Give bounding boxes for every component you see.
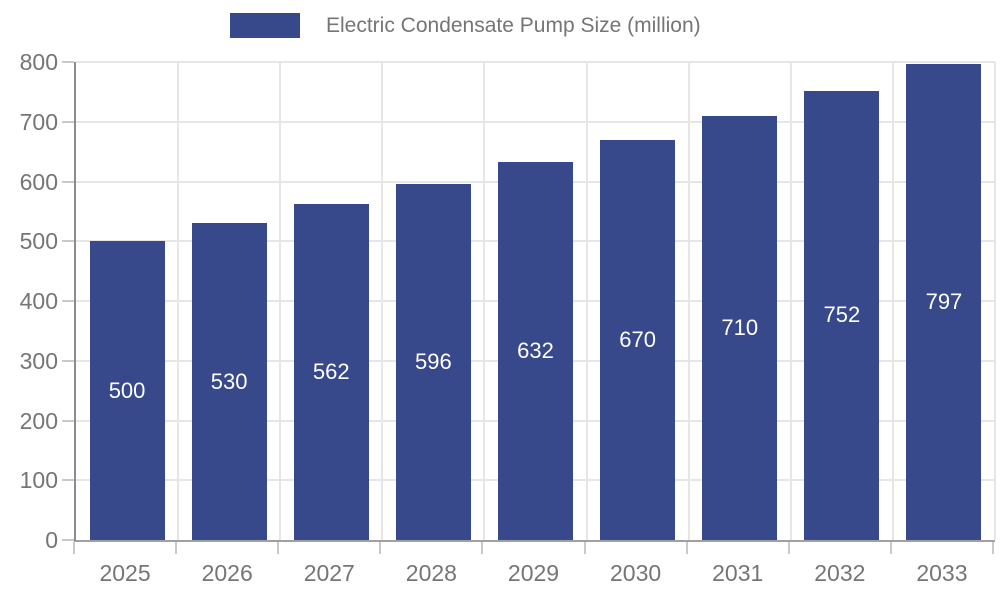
y-axis-tick: [62, 419, 74, 422]
v-gridline: [279, 62, 282, 540]
x-axis-tick: [73, 542, 75, 554]
v-gridline: [177, 62, 180, 540]
y-axis-tick: [62, 359, 74, 362]
x-axis-tick: [787, 542, 790, 554]
x-axis-tick: [992, 542, 994, 554]
y-axis-tick: [62, 120, 74, 123]
plot-area: 500 530 562 596 632 670 710 752 797: [74, 61, 996, 542]
y-tick-label: 200: [19, 407, 58, 434]
y-tick-label: 600: [19, 168, 58, 195]
x-tick-label: 2033: [916, 560, 968, 586]
bar-2025[interactable]: [89, 241, 165, 540]
x-tick-label: 2028: [405, 560, 457, 586]
y-axis-tick: [62, 300, 74, 302]
bar-value-label: 530: [210, 368, 248, 394]
bar-value-label: 562: [312, 359, 350, 385]
y-axis-tick: [62, 61, 74, 63]
y-axis-tick: [62, 479, 74, 482]
bar-2032[interactable]: [804, 90, 880, 540]
x-tick-label: 2026: [201, 560, 253, 586]
legend[interactable]: Electric Condensate Pump Size (million): [230, 13, 701, 38]
bar-2029[interactable]: [498, 162, 573, 540]
y-axis-tick: [62, 180, 74, 183]
v-gridline: [891, 62, 894, 540]
y-axis-tick: [62, 240, 74, 243]
y-tick-label: 500: [19, 228, 58, 255]
x-axis-tick: [481, 542, 484, 554]
bar-value-label: 710: [721, 314, 759, 340]
bar-value-label: 632: [517, 338, 554, 364]
x-axis-tick: [889, 542, 892, 554]
bar-value-label: 670: [619, 326, 656, 352]
v-gridline: [381, 62, 384, 540]
x-tick-label: 2030: [610, 560, 662, 586]
bar-2027[interactable]: [293, 204, 369, 540]
legend-swatch: [230, 13, 300, 38]
bar-value-label: 752: [823, 302, 861, 328]
y-tick-label: 300: [19, 347, 58, 374]
x-tick-label: 2029: [507, 560, 560, 586]
bar-2031[interactable]: [702, 115, 778, 540]
bar-2030[interactable]: [600, 139, 676, 540]
v-gridline: [687, 62, 690, 540]
h-gridline: [76, 61, 995, 63]
legend-label: Electric Condensate Pump Size (million): [326, 13, 701, 37]
x-axis-tick: [583, 542, 586, 554]
y-tick-label: 800: [19, 49, 58, 75]
h-gridline: [76, 120, 995, 123]
x-axis-tick: [175, 542, 178, 554]
bar-2033[interactable]: [906, 63, 982, 540]
x-tick-label: 2025: [99, 560, 151, 586]
bar-2028[interactable]: [395, 183, 471, 540]
y-tick-label: 100: [19, 467, 58, 494]
x-axis-tick: [685, 542, 688, 554]
bar-value-label: 500: [108, 377, 146, 403]
x-axis-tick: [379, 542, 382, 554]
bar-value-label: 797: [925, 288, 963, 314]
x-tick-label: 2031: [712, 560, 764, 586]
v-gridline: [994, 62, 996, 540]
x-axis-tick: [277, 542, 280, 554]
y-tick-label: 0: [45, 527, 58, 553]
v-gridline: [483, 62, 486, 540]
x-tick-label: 2032: [814, 560, 866, 586]
v-gridline: [585, 62, 588, 540]
bar-2026[interactable]: [191, 223, 267, 540]
v-gridline: [789, 62, 792, 540]
y-tick-label: 400: [19, 288, 58, 314]
y-axis-tick: [62, 539, 74, 541]
x-tick-label: 2027: [303, 560, 355, 586]
bar-value-label: 596: [415, 348, 452, 374]
y-tick-label: 700: [19, 108, 58, 135]
